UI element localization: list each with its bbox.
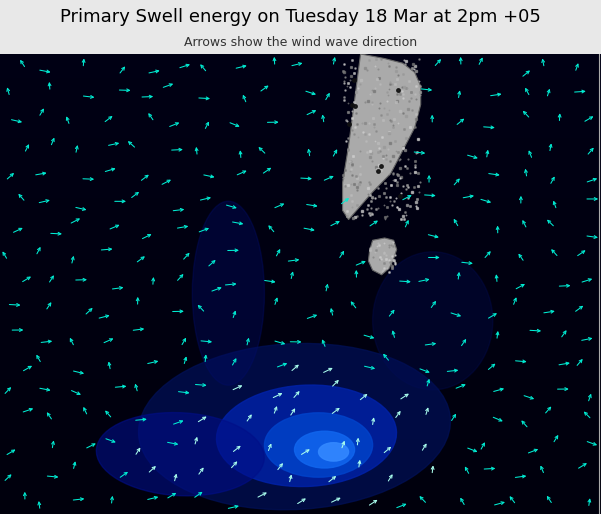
Ellipse shape — [96, 413, 264, 496]
Ellipse shape — [373, 252, 493, 390]
Text: Arrows show the wind wave direction: Arrows show the wind wave direction — [184, 35, 417, 49]
Ellipse shape — [192, 201, 264, 385]
Ellipse shape — [139, 343, 450, 510]
Polygon shape — [343, 54, 421, 219]
Ellipse shape — [216, 385, 397, 487]
Polygon shape — [368, 238, 397, 275]
Text: Primary Swell energy on Tuesday 18 Mar at 2pm +05: Primary Swell energy on Tuesday 18 Mar a… — [60, 8, 541, 26]
Ellipse shape — [264, 413, 373, 477]
Ellipse shape — [319, 443, 349, 461]
Ellipse shape — [294, 431, 355, 468]
